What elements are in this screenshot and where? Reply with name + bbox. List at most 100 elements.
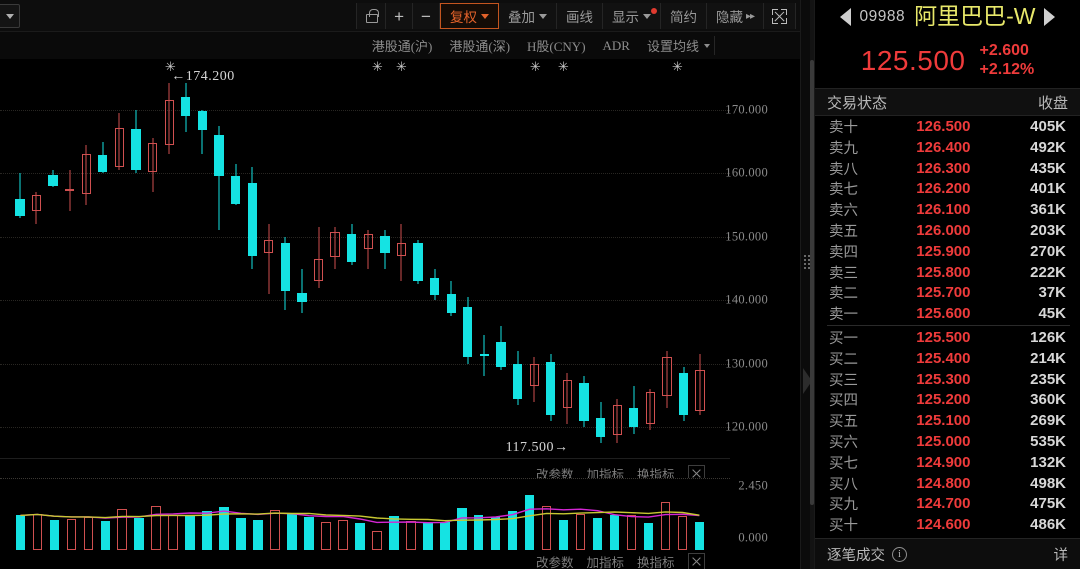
volume-bar	[575, 514, 586, 550]
volume-chart[interactable]	[0, 478, 730, 550]
bid-row[interactable]: 买四 125.200 360K	[815, 389, 1080, 410]
event-star-icon[interactable]: ✳	[372, 59, 383, 74]
period-selector[interactable]: 月	[0, 4, 21, 28]
order-book[interactable]: 卖十 126.500 405K 卖九 126.400 492K 卖八 126.300 435K 卖…	[815, 116, 1080, 535]
candlestick	[512, 351, 523, 406]
scrollbar-track[interactable]	[810, 0, 814, 569]
order-volume: 486K	[1030, 516, 1066, 534]
next-symbol-icon[interactable]	[1044, 7, 1056, 26]
bid-row[interactable]: 买六 125.000 535K	[815, 431, 1080, 452]
bid-row[interactable]: 买三 125.300 235K	[815, 369, 1080, 390]
zoom-in-button[interactable]: +	[386, 3, 414, 29]
candlestick	[595, 401, 606, 444]
lock-button[interactable]	[356, 3, 387, 29]
event-star-icon[interactable]: ✳	[396, 59, 407, 74]
panel-divider[interactable]	[800, 0, 815, 569]
fullscreen-button[interactable]	[764, 3, 796, 29]
candle-body	[280, 243, 290, 291]
order-volume: 475K	[1030, 495, 1066, 513]
bid-row[interactable]: 买八 124.800 498K	[815, 473, 1080, 494]
bid-row[interactable]: 买七 124.900 132K	[815, 452, 1080, 473]
candlestick	[264, 224, 274, 294]
ask-row[interactable]: 卖八 126.300 435K	[815, 158, 1080, 179]
candle-body	[413, 243, 423, 282]
bid-row[interactable]: 买二 125.400 214K	[815, 348, 1080, 369]
event-star-icon[interactable]: ✳	[165, 59, 176, 74]
set-moving-average-label: 设置均线	[646, 39, 699, 54]
hide-panel-button[interactable]: 隐藏 ▸▸	[706, 3, 764, 29]
overlay-button[interactable]: 叠加	[498, 3, 557, 29]
price-change-percent: +2.12%	[979, 60, 1035, 78]
drag-handle-icon[interactable]	[804, 255, 812, 269]
adjust-price-label: 复权	[449, 10, 477, 25]
candle-wick	[118, 112, 120, 171]
event-star-icon[interactable]: ✳	[558, 59, 569, 74]
ask-row[interactable]: 卖十 126.500 405K	[815, 116, 1080, 137]
candlestick-chart[interactable]: ←174.200 117.500→ ✳ ✳ ✳ ✳ ✳ ✳	[0, 59, 730, 459]
order-volume: 269K	[1030, 412, 1066, 430]
adjust-price-button[interactable]: 复权	[439, 3, 499, 29]
candle-body	[65, 188, 75, 191]
candle-body	[695, 370, 705, 412]
detail-button[interactable]: 详	[1053, 547, 1069, 564]
order-level-label: 卖三	[829, 265, 858, 282]
bid-row[interactable]: 买九 124.700 475K	[815, 493, 1080, 514]
info-icon[interactable]: i	[892, 546, 907, 562]
candlestick	[65, 170, 75, 212]
candle-body	[612, 405, 622, 435]
order-volume: 435K	[1030, 159, 1066, 177]
previous-symbol-icon[interactable]	[839, 7, 851, 26]
ask-row[interactable]: 卖七 126.200 401K	[815, 178, 1080, 199]
candle-wick	[69, 170, 71, 212]
notification-dot-icon	[650, 8, 657, 14]
order-level-label: 卖五	[829, 223, 858, 240]
link-adr[interactable]: ADR	[602, 37, 630, 53]
grid-line	[0, 173, 730, 175]
ask-row[interactable]: 卖四 125.900 270K	[815, 241, 1080, 262]
change-params-button-2[interactable]: 改参数	[536, 555, 574, 569]
order-volume: 214K	[1030, 349, 1066, 367]
scrollbar-thumb[interactable]	[810, 60, 814, 505]
candle-body	[264, 239, 274, 253]
switch-indicator-button-2[interactable]: 换指标	[637, 555, 675, 569]
grid-line	[0, 427, 730, 429]
candlestick	[347, 224, 357, 266]
order-price: 125.200	[916, 391, 971, 409]
candlestick	[695, 354, 705, 415]
candlestick	[645, 389, 655, 431]
ask-row[interactable]: 卖一 125.600 45K	[815, 303, 1080, 324]
candle-wick	[616, 398, 618, 444]
price-axis-label: 160.000	[725, 165, 768, 180]
ask-row[interactable]: 卖五 126.000 203K	[815, 220, 1080, 241]
order-volume: 535K	[1030, 432, 1066, 450]
bid-row[interactable]: 买一 125.500 126K	[815, 327, 1080, 348]
add-indicator-button-2[interactable]: 加指标	[586, 555, 625, 569]
zoom-out-button[interactable]: −	[413, 3, 440, 29]
candle-body	[247, 182, 257, 256]
link-hk-connect-sh[interactable]: 港股通(沪)	[371, 39, 433, 54]
ask-row[interactable]: 卖九 126.400 492K	[815, 137, 1080, 158]
draw-line-button[interactable]: 画线	[556, 3, 603, 29]
bid-row[interactable]: 买五 125.100 269K	[815, 410, 1080, 431]
volume-bar	[304, 517, 314, 550]
bid-row[interactable]: 买十 124.600 486K	[815, 514, 1080, 535]
toolbar-divider	[714, 36, 715, 55]
ask-row[interactable]: 卖三 125.800 222K	[815, 262, 1080, 283]
candle-body	[645, 392, 655, 425]
close-icon-2[interactable]	[687, 552, 705, 569]
volume-bar	[592, 518, 603, 550]
link-h-shares-cny[interactable]: H股(CNY)	[527, 39, 586, 54]
ask-row[interactable]: 卖六 126.100 361K	[815, 199, 1080, 220]
event-star-icon[interactable]: ✳	[672, 59, 683, 74]
order-price: 126.000	[916, 221, 971, 239]
event-star-icon[interactable]: ✳	[530, 59, 541, 74]
collapse-arrow-icon[interactable]	[803, 368, 812, 394]
minus-icon: −	[421, 6, 431, 26]
candlestick	[446, 281, 456, 317]
tick-trades-group[interactable]: 逐笔成交 i	[827, 544, 907, 565]
set-moving-average-button[interactable]: 设置均线	[647, 36, 710, 55]
ask-row[interactable]: 卖二 125.700 37K	[815, 282, 1080, 303]
link-hk-connect-sz[interactable]: 港股通(深)	[449, 39, 511, 54]
simple-mode-button[interactable]: 简约	[660, 3, 707, 29]
display-button[interactable]: 显示	[602, 3, 661, 29]
